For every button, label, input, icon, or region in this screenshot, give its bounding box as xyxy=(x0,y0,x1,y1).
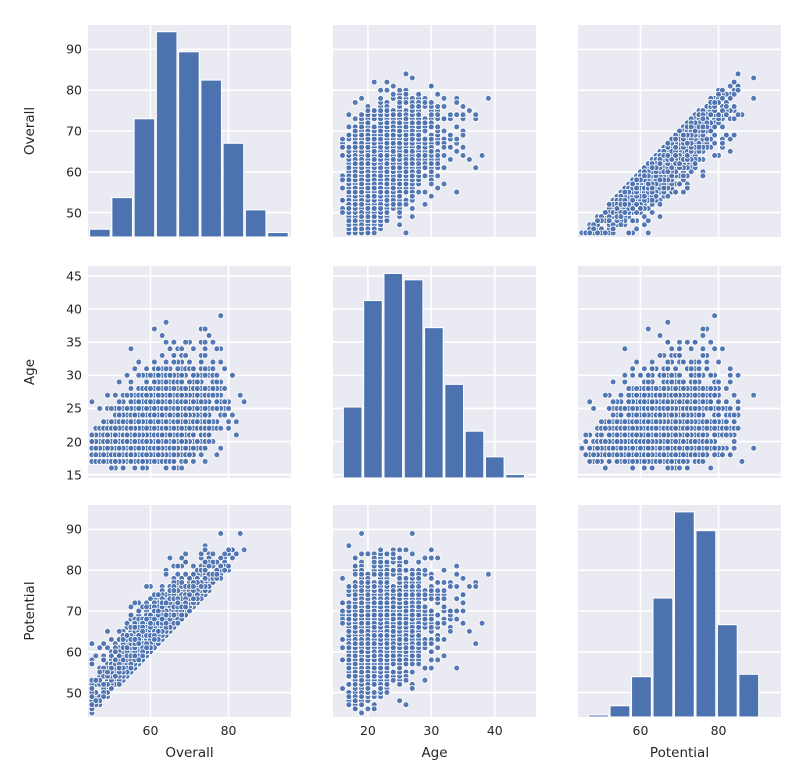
histogram-panel-age xyxy=(333,266,536,478)
ytick-overall-60: 60 xyxy=(66,164,82,180)
xlabel-potential: Potential xyxy=(649,745,710,761)
ylabel-potential: Potential xyxy=(22,581,38,641)
histogram-panel-potential xyxy=(578,505,781,717)
scatter-panel-age-vs-overall xyxy=(88,266,291,478)
xtick-overall-60: 60 xyxy=(142,723,159,738)
ytick-overall-90: 90 xyxy=(66,41,82,57)
ytick-age-25: 25 xyxy=(66,400,82,416)
ytick-age-40: 40 xyxy=(66,301,82,317)
ytick-age-35: 35 xyxy=(66,334,82,350)
xtick-age-30: 30 xyxy=(423,723,440,738)
ytick-potential-60: 60 xyxy=(66,644,82,660)
scatter-panel-potential-vs-age xyxy=(333,505,536,717)
scatter-panel-potential-vs-overall xyxy=(88,505,291,717)
pair-cell-age-vs-age xyxy=(333,266,536,478)
scatter-panel-age-vs-potential xyxy=(578,266,781,478)
ytick-overall-50: 50 xyxy=(66,205,82,221)
xtick-potential-80: 80 xyxy=(710,723,727,738)
ytick-overall-70: 70 xyxy=(66,123,82,139)
ytick-age-20: 20 xyxy=(66,434,82,450)
ylabel-age: Age xyxy=(22,358,38,386)
pair-cell-overall-vs-overall: 50 60 70 80 90 Overall xyxy=(22,25,291,237)
ytick-age-15: 15 xyxy=(66,467,82,483)
ytick-age-45: 45 xyxy=(66,268,82,284)
pair-cell-age-vs-potential xyxy=(578,266,781,478)
ytick-potential-70: 70 xyxy=(66,603,82,619)
xlabel-age: Age xyxy=(421,745,448,761)
pair-cell-potential-vs-age: 20 30 40 Age xyxy=(333,505,536,761)
xtick-potential-60: 60 xyxy=(632,723,649,738)
xtick-age-40: 40 xyxy=(486,723,503,738)
ylabel-overall: Overall xyxy=(22,106,38,156)
scatter-panel-overall-vs-age xyxy=(333,25,536,237)
xlabel-overall: Overall xyxy=(165,745,214,761)
xtick-overall-80: 80 xyxy=(220,723,237,738)
ytick-potential-90: 90 xyxy=(66,521,82,537)
ytick-overall-80: 80 xyxy=(66,82,82,98)
xtick-age-20: 20 xyxy=(359,723,376,738)
pair-cell-potential-vs-potential: 60 80 Potential xyxy=(578,505,781,761)
pair-cell-overall-vs-potential xyxy=(578,25,781,237)
pair-cell-age-vs-overall: 15 20 25 30 35 40 45 Age xyxy=(22,266,291,482)
scatter-panel-overall-vs-potential xyxy=(578,25,781,237)
ytick-age-30: 30 xyxy=(66,367,82,383)
pair-cell-overall-vs-age xyxy=(333,25,536,237)
ytick-potential-80: 80 xyxy=(66,562,82,578)
histogram-panel-overall xyxy=(88,25,291,237)
pair-cell-potential-vs-overall: 50 60 70 80 90 Potential 60 80 Overall xyxy=(22,505,291,761)
ytick-potential-50: 50 xyxy=(66,685,82,701)
